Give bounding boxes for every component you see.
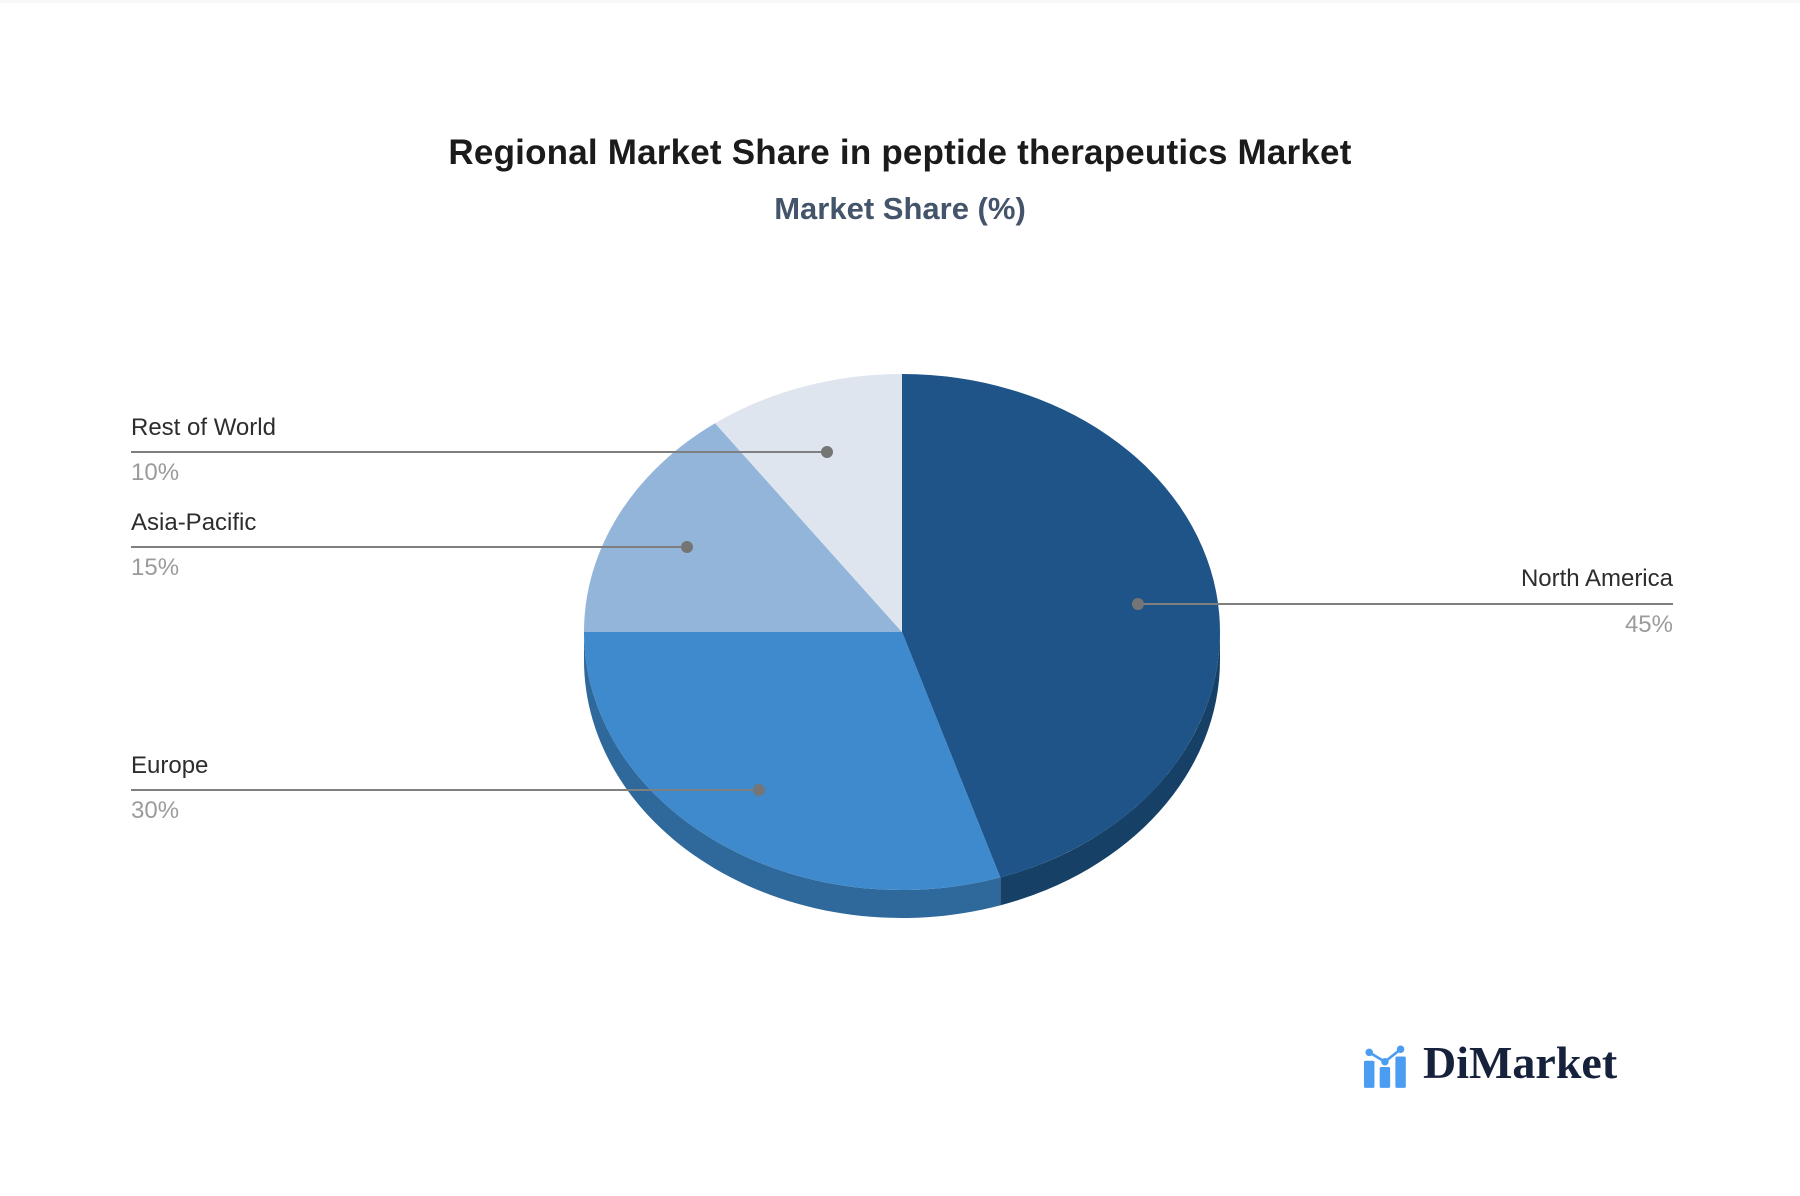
slice-pct-asia-pacific: 15% (131, 554, 180, 581)
pie-slice-side-europe (584, 632, 1001, 918)
slice-pct-europe: 30% (131, 797, 180, 824)
pie-slice-europe (584, 632, 1001, 890)
pie-slice-north-america (902, 374, 1220, 878)
slice-label-asia-pacific: Asia-Pacific (131, 509, 257, 536)
slice-pct-north-america: 45% (1624, 611, 1673, 638)
leader-dot-rest-of-world (821, 446, 833, 458)
leader-dot-asia-pacific (681, 541, 693, 553)
pie-slice-side-north-america (1000, 632, 1220, 906)
slice-label-europe: Europe (131, 752, 209, 779)
bar-line-chart-icon (1364, 1045, 1406, 1088)
pie-slice-asia-pacific (584, 423, 902, 632)
top-edge-divider (0, 0, 1800, 3)
chart-title: Regional Market Share in peptide therape… (448, 133, 1352, 172)
logo-text: DiMarket (1423, 1037, 1618, 1088)
slice-label-north-america: North America (1520, 565, 1673, 592)
dimarket-logo: DiMarket (1364, 1040, 1617, 1090)
leader-dot-north-america (1132, 598, 1144, 610)
slice-label-rest-of-world: Rest of World (131, 414, 276, 441)
leader-dot-europe (753, 784, 765, 796)
slice-pct-rest-of-world: 10% (131, 459, 180, 486)
pie-slice-rest-of-world (715, 374, 902, 632)
chart-subtitle: Market Share (%) (774, 191, 1026, 226)
